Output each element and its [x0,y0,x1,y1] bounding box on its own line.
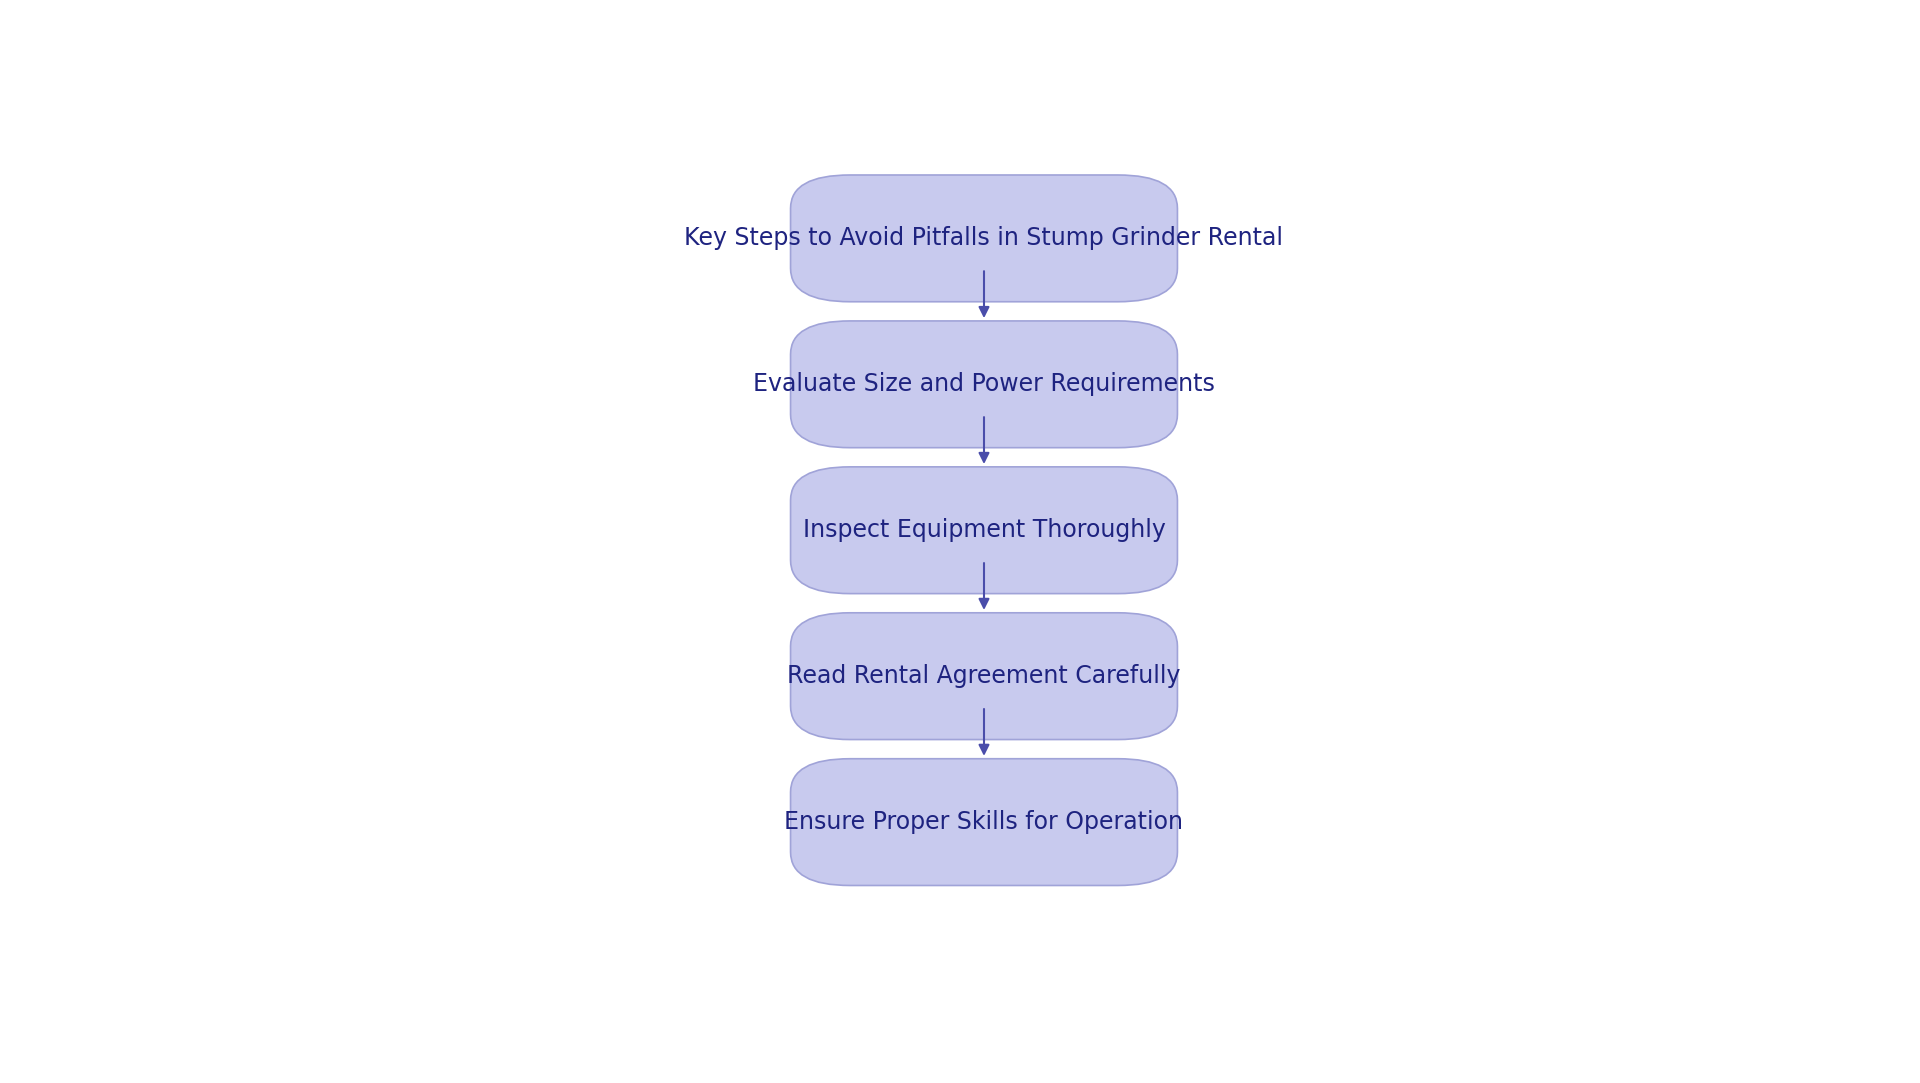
Text: Key Steps to Avoid Pitfalls in Stump Grinder Rental: Key Steps to Avoid Pitfalls in Stump Gri… [685,226,1283,250]
FancyBboxPatch shape [791,321,1177,447]
Text: Ensure Proper Skills for Operation: Ensure Proper Skills for Operation [785,810,1183,834]
Text: Evaluate Size and Power Requirements: Evaluate Size and Power Requirements [753,373,1215,396]
FancyBboxPatch shape [791,759,1177,886]
FancyBboxPatch shape [791,175,1177,302]
FancyBboxPatch shape [791,613,1177,740]
Text: Inspect Equipment Thoroughly: Inspect Equipment Thoroughly [803,519,1165,543]
FancyBboxPatch shape [791,467,1177,593]
Text: Read Rental Agreement Carefully: Read Rental Agreement Carefully [787,664,1181,688]
